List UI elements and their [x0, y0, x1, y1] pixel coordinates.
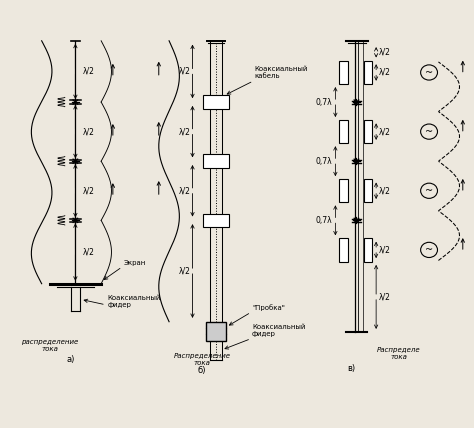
Text: б): б): [198, 366, 206, 375]
Text: 0,7λ: 0,7λ: [316, 98, 332, 107]
Text: ~: ~: [425, 186, 433, 196]
Text: λ/2: λ/2: [379, 127, 391, 136]
Bar: [338, 179, 348, 202]
Text: Экран: Экран: [123, 260, 146, 266]
Text: λ/2: λ/2: [379, 245, 391, 254]
Text: λ/2: λ/2: [178, 127, 190, 136]
Text: λ/2: λ/2: [82, 127, 94, 136]
Text: λ/2: λ/2: [178, 267, 190, 276]
Text: 0,7λ: 0,7λ: [316, 157, 332, 166]
Text: Коаксиальный
кабель: Коаксиальный кабель: [255, 66, 308, 79]
Text: λ/2: λ/2: [379, 48, 391, 57]
Bar: [206, 322, 226, 341]
Text: λ/2: λ/2: [379, 186, 391, 195]
Bar: [364, 179, 373, 202]
Text: а): а): [66, 355, 75, 364]
Text: Коаксиальный
фидер: Коаксиальный фидер: [252, 324, 305, 337]
Bar: [364, 238, 373, 262]
Text: λ/2: λ/2: [178, 186, 190, 195]
Bar: [203, 214, 228, 227]
Bar: [364, 61, 373, 84]
Bar: [203, 155, 228, 168]
Text: 0,7λ: 0,7λ: [316, 216, 332, 225]
Text: ~: ~: [425, 68, 433, 77]
Bar: [364, 120, 373, 143]
Text: λ/2: λ/2: [379, 292, 391, 301]
Text: распределение
тока: распределение тока: [21, 339, 78, 352]
Text: Распределе
тока: Распределе тока: [377, 347, 420, 360]
Text: λ/2: λ/2: [82, 67, 94, 76]
Text: λ/2: λ/2: [379, 68, 391, 77]
Bar: [203, 95, 228, 109]
Text: λ/2: λ/2: [178, 67, 190, 76]
Bar: [338, 238, 348, 262]
Text: ~: ~: [425, 245, 433, 255]
Bar: [338, 61, 348, 84]
Text: ~: ~: [425, 127, 433, 137]
Text: "Пробка": "Пробка": [252, 305, 285, 312]
Text: в): в): [348, 364, 356, 373]
Text: Распределение
тока: Распределение тока: [173, 354, 230, 366]
Text: λ/2: λ/2: [82, 247, 94, 256]
Bar: [338, 120, 348, 143]
Text: λ/2: λ/2: [82, 186, 94, 195]
Text: Коаксиальный
фидер: Коаксиальный фидер: [107, 295, 161, 308]
